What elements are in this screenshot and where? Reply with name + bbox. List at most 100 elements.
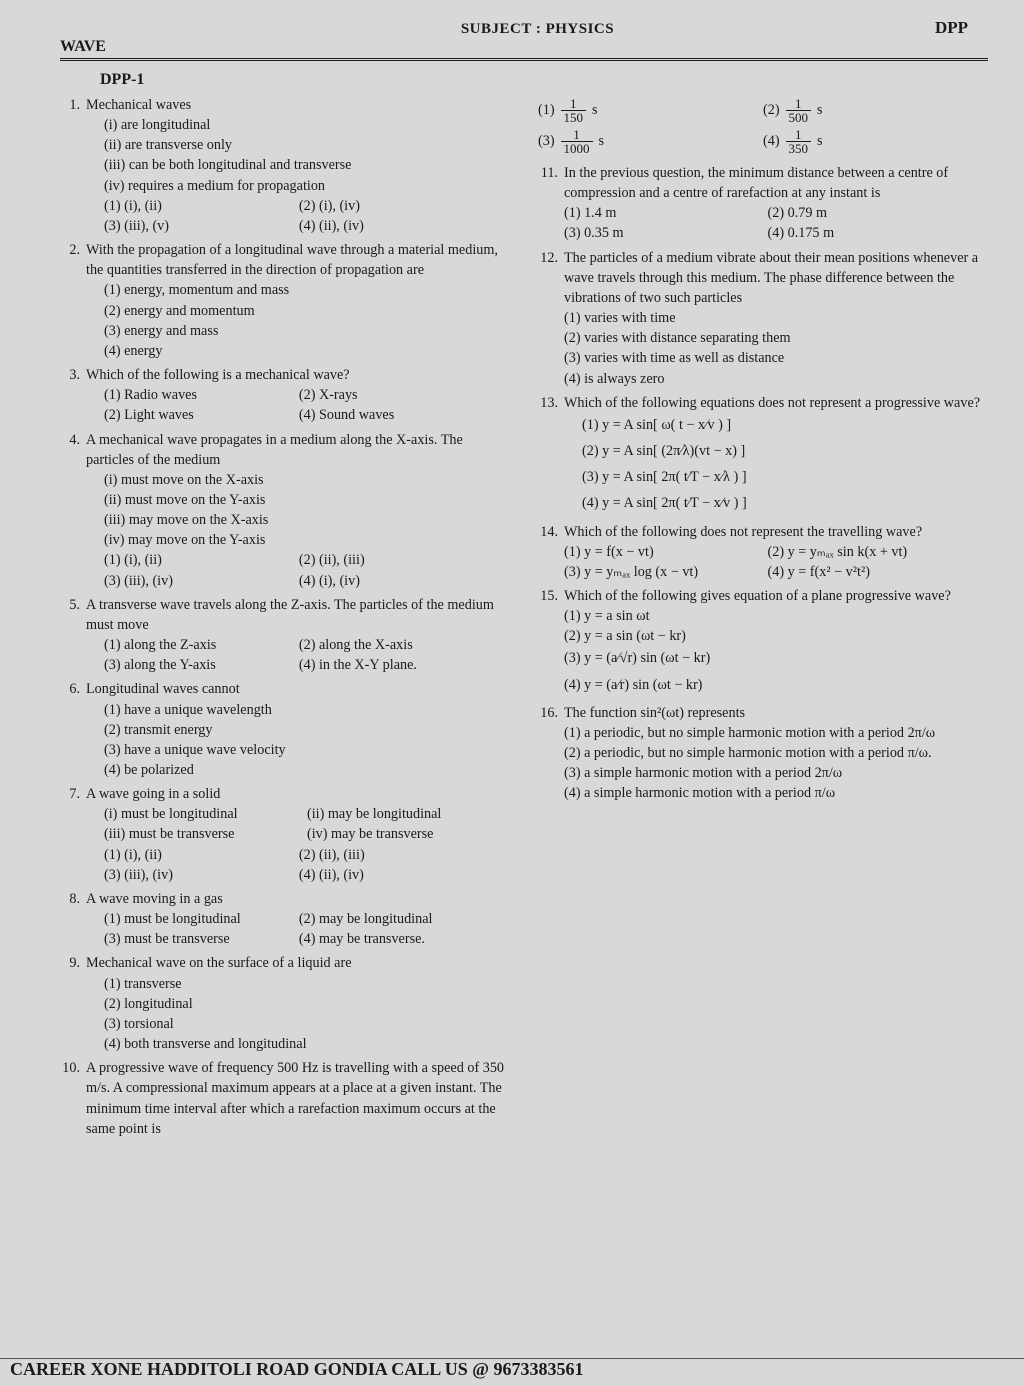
q16-o2: (2) a periodic, but no simple harmonic m…: [564, 743, 988, 763]
q8-stem: A wave moving in a gas: [86, 889, 510, 909]
q5-num: 5.: [60, 595, 86, 676]
q6-o3: (3) have a unique wave velocity: [86, 740, 510, 760]
q1-ii: (ii) are transverse only: [86, 135, 510, 155]
q14-o4: (4) y = f(x² − v²t²): [768, 562, 972, 582]
wave-label: WAVE: [60, 38, 988, 56]
q7-i: (i) must be longitudinal: [104, 804, 307, 824]
q7-ii: (ii) may be longitudinal: [307, 804, 510, 824]
q15-num: 15.: [538, 586, 564, 699]
q9-o2: (2) longitudinal: [86, 994, 510, 1014]
q10-options: (1) 1150 s (2) 1500 s (3) 11000 s (4) 13…: [538, 95, 988, 157]
q16-num: 16.: [538, 703, 564, 804]
q8-o4: (4) may be transverse.: [299, 929, 494, 949]
q9-o4: (4) both transverse and longitudinal: [86, 1034, 510, 1054]
q10-opt1: (1) 1150 s: [538, 95, 763, 126]
question-4: 4. A mechanical wave propagates in a med…: [60, 430, 510, 591]
q2-o2: (2) energy and momentum: [86, 301, 510, 321]
question-2: 2. With the propagation of a longitudina…: [60, 240, 510, 361]
q7-stem: A wave going in a solid: [86, 784, 510, 804]
q4-iii: (iii) may move on the X-axis: [86, 510, 510, 530]
q15-o1: (1) y = a sin ωt: [564, 606, 988, 626]
q1-iii: (iii) can be both longitudinal and trans…: [86, 155, 510, 175]
q1-stem: Mechanical waves: [86, 95, 510, 115]
q12-o3: (3) varies with time as well as distance: [564, 348, 988, 368]
q3-num: 3.: [60, 365, 86, 425]
q14-stem: Which of the following does not represen…: [564, 522, 988, 542]
q2-o3: (3) energy and mass: [86, 321, 510, 341]
q10-stem: A progressive wave of frequency 500 Hz i…: [86, 1058, 510, 1139]
question-3: 3. Which of the following is a mechanica…: [60, 365, 510, 425]
question-13: 13. Which of the following equations doe…: [538, 393, 988, 518]
q7-o2: (2) (ii), (iii): [299, 845, 494, 865]
subject-label: SUBJECT : PHYSICS: [140, 21, 935, 38]
q15-stem: Which of the following gives equation of…: [564, 586, 988, 606]
q13-o2: (2) y = A sin[ (2π⁄λ)(vt − x) ]: [564, 439, 988, 465]
q1-num: 1.: [60, 95, 86, 236]
q6-o4: (4) be polarized: [86, 760, 510, 780]
q11-stem: In the previous question, the minimum di…: [564, 163, 988, 203]
q13-num: 13.: [538, 393, 564, 518]
divider: [60, 58, 988, 61]
q2-o4: (4) energy: [86, 341, 510, 361]
question-1: 1. Mechanical waves (i) are longitudinal…: [60, 95, 510, 236]
q9-o3: (3) torsional: [86, 1014, 510, 1034]
q10-opt3: (3) 11000 s: [538, 126, 763, 157]
q8-o2: (2) may be longitudinal: [299, 909, 494, 929]
q14-o2: (2) y = yₘₐₓ sin k(x + vt): [768, 542, 972, 562]
q7-iv: (iv) may be transverse: [307, 824, 510, 844]
left-column: 1. Mechanical waves (i) are longitudinal…: [60, 95, 510, 1143]
q15-o4: (4) y = (a⁄r) sin (ωt − kr): [564, 673, 988, 699]
q12-o4: (4) is always zero: [564, 369, 988, 389]
q5-o4: (4) in the X-Y plane.: [299, 655, 494, 675]
q13-o3: (3) y = A sin[ 2π( t⁄T − x⁄λ ) ]: [564, 465, 988, 491]
q14-o3: (3) y = yₘₐₓ log (x − vt): [564, 562, 768, 582]
q10-num: 10.: [60, 1058, 86, 1139]
q6-stem: Longitudinal waves cannot: [86, 679, 510, 699]
q8-o1: (1) must be longitudinal: [104, 909, 299, 929]
question-9: 9. Mechanical wave on the surface of a l…: [60, 953, 510, 1054]
q12-o1: (1) varies with time: [564, 308, 988, 328]
q2-o1: (1) energy, momentum and mass: [86, 280, 510, 300]
dpp1-label: DPP-1: [100, 71, 988, 89]
question-5: 5. A transverse wave travels along the Z…: [60, 595, 510, 676]
q11-num: 11.: [538, 163, 564, 244]
q7-o3: (3) (iii), (iv): [104, 865, 299, 885]
footer: CAREER XONE HADDITOLI ROAD GONDIA CALL U…: [0, 1358, 1024, 1380]
q2-stem: With the propagation of a longitudinal w…: [86, 240, 510, 280]
q7-o1: (1) (i), (ii): [104, 845, 299, 865]
q11-o1: (1) 1.4 m: [564, 203, 768, 223]
question-15: 15. Which of the following gives equatio…: [538, 586, 988, 699]
q4-iv: (iv) may move on the Y-axis: [86, 530, 510, 550]
q1-iv: (iv) requires a medium for propagation: [86, 176, 510, 196]
q8-o3: (3) must be transverse: [104, 929, 299, 949]
q1-o1: (1) (i), (ii): [104, 196, 299, 216]
q5-o2: (2) along the X-axis: [299, 635, 494, 655]
q10-opt2: (2) 1500 s: [763, 95, 988, 126]
q14-num: 14.: [538, 522, 564, 582]
q7-o4: (4) (ii), (iv): [299, 865, 494, 885]
question-14: 14. Which of the following does not repr…: [538, 522, 988, 582]
q16-o1: (1) a periodic, but no simple harmonic m…: [564, 723, 988, 743]
right-column: (1) 1150 s (2) 1500 s (3) 11000 s (4) 13…: [538, 95, 988, 1143]
question-8: 8. A wave moving in a gas (1) must be lo…: [60, 889, 510, 949]
q12-o2: (2) varies with distance separating them: [564, 328, 988, 348]
q6-o1: (1) have a unique wavelength: [86, 700, 510, 720]
q3-o1: (1) Radio waves: [104, 385, 299, 405]
q2-num: 2.: [60, 240, 86, 361]
q4-o2: (2) (ii), (iii): [299, 550, 494, 570]
q11-o4: (4) 0.175 m: [768, 223, 972, 243]
q13-o4: (4) y = A sin[ 2π( t⁄T − x⁄v ) ]: [564, 491, 988, 517]
dpp-label: DPP: [935, 18, 968, 38]
q3-stem: Which of the following is a mechanical w…: [86, 365, 510, 385]
question-7: 7. A wave going in a solid (i) must be l…: [60, 784, 510, 885]
question-16: 16. The function sin²(ωt) represents (1)…: [538, 703, 988, 804]
q1-i: (i) are longitudinal: [86, 115, 510, 135]
q4-o1: (1) (i), (ii): [104, 550, 299, 570]
q16-o3: (3) a simple harmonic motion with a peri…: [564, 763, 988, 783]
q4-o4: (4) (i), (iv): [299, 571, 494, 591]
q4-num: 4.: [60, 430, 86, 591]
q3-o2: (2) X-rays: [299, 385, 494, 405]
q1-o4: (4) (ii), (iv): [299, 216, 494, 236]
question-12: 12. The particles of a medium vibrate ab…: [538, 248, 988, 389]
question-11: 11. In the previous question, the minimu…: [538, 163, 988, 244]
